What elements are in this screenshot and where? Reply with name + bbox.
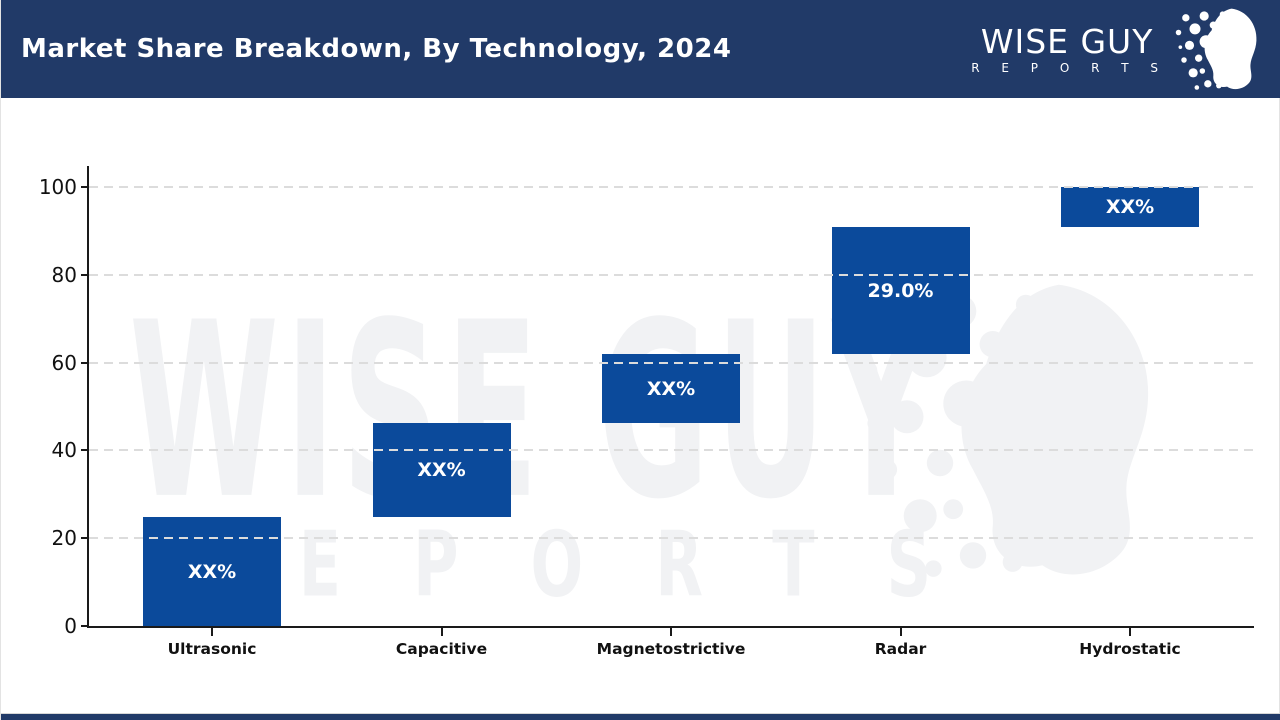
y-axis-tick: [81, 449, 89, 452]
x-axis-category-label: Ultrasonic: [167, 640, 257, 658]
y-axis-tick: [81, 625, 89, 627]
footer-hairline: [1, 713, 1280, 714]
gridline-y80: [89, 273, 1254, 276]
gridline-y100: [89, 186, 1254, 188]
y-axis-tick-label: 80: [51, 262, 77, 287]
footer-bar: [1, 714, 1280, 720]
gridline-y40: [89, 449, 1254, 452]
y-axis-tick-label: 40: [51, 438, 77, 463]
brand-logo-text: WISE GUY R E P O R T S: [967, 25, 1167, 74]
bar-capacitive: XX%: [372, 423, 511, 518]
gridline-y60: [89, 361, 1254, 364]
y-axis-tick-label: 0: [64, 614, 77, 638]
watermark-brand-name: WISE GUY: [129, 272, 937, 554]
x-axis-tick: [670, 628, 672, 636]
y-axis-spine: [87, 166, 89, 628]
x-axis-tick: [1129, 628, 1131, 636]
y-axis-tick: [81, 537, 89, 540]
brand-logo: WISE GUY R E P O R T S: [967, 5, 1263, 93]
bar-radar: 29.0%: [831, 226, 970, 355]
x-axis-tick: [899, 628, 902, 636]
bar-value-label: 29.0%: [867, 279, 934, 302]
x-axis-spine: [87, 626, 1254, 628]
y-axis-tick-label: 60: [51, 350, 77, 375]
bar-hydrostatic: XX%: [1061, 187, 1199, 227]
bar-value-label: XX%: [646, 377, 696, 400]
bar-value-label: XX%: [1105, 195, 1155, 218]
bar-magnetostrictive: XX%: [602, 354, 740, 424]
brand-face-icon: [1171, 5, 1263, 93]
x-axis-category-label: Radar: [874, 640, 927, 658]
gridline-y20: [89, 537, 1254, 540]
brand-name: WISE GUY: [980, 21, 1154, 61]
x-axis-category-label: Hydrostatic: [1079, 640, 1181, 658]
watermark-brand-subtitle: REPORTS: [179, 511, 1004, 618]
y-axis-tick: [81, 273, 89, 276]
page-title: Market Share Breakdown, By Technology, 2…: [21, 34, 732, 64]
header-bar: Market Share Breakdown, By Technology, 2…: [1, 0, 1280, 98]
y-axis-tick: [81, 361, 89, 364]
y-axis-tick-label: 100: [38, 175, 77, 199]
bar-ultrasonic: XX%: [143, 517, 281, 626]
x-axis-category-label: Capacitive: [395, 640, 488, 658]
x-axis-tick: [211, 628, 213, 636]
x-axis-tick: [440, 628, 443, 636]
bar-value-label: XX%: [417, 459, 466, 482]
bar-value-label: XX%: [187, 560, 237, 583]
x-axis-category-label: Magnetostrictive: [596, 640, 746, 658]
y-axis-tick-label: 20: [51, 526, 77, 551]
brand-subtitle: R E P O R T S: [971, 60, 1167, 75]
y-axis-tick: [81, 186, 89, 188]
